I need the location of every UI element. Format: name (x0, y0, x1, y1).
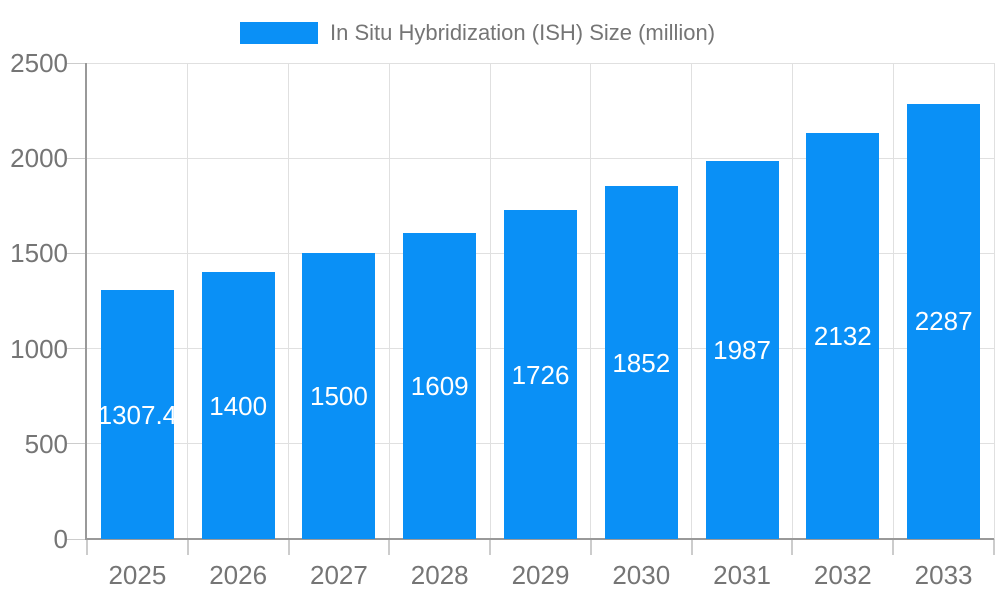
y-axis-label: 2000 (10, 143, 68, 174)
gridline-vertical (288, 63, 290, 539)
y-axis-line (85, 63, 87, 539)
legend-swatch (240, 22, 318, 44)
x-axis-label: 2031 (713, 560, 771, 590)
x-axis-tick (690, 539, 693, 555)
y-axis-tick (67, 348, 87, 350)
bar-value-label: 1726 (511, 359, 570, 390)
bar-value-label: 1987 (713, 334, 771, 365)
x-axis-label: 2033 (914, 560, 973, 590)
gridline-vertical (489, 63, 491, 539)
legend: In Situ Hybridization (ISH) Size (millio… (240, 21, 715, 45)
x-axis-label: 2025 (108, 560, 167, 590)
x-axis-tick (186, 539, 189, 555)
legend-label: In Situ Hybridization (ISH) Size (millio… (330, 20, 716, 45)
bar-value-label: 2287 (914, 306, 973, 337)
bar-value-label: 1500 (310, 381, 368, 412)
bar-value-label: 1400 (209, 390, 268, 421)
bar: 1987 (705, 160, 779, 539)
x-axis-tick (388, 539, 391, 555)
x-axis-tick (892, 539, 895, 555)
gridline-vertical (892, 63, 894, 539)
x-axis-label: 2027 (310, 560, 368, 590)
bar: 1726 (504, 210, 577, 539)
x-axis-label: 2030 (612, 560, 671, 590)
y-axis-tick (67, 252, 87, 254)
y-axis-label: 0 (53, 524, 68, 554)
x-axis-tick (287, 539, 290, 555)
bar: 1500 (302, 253, 376, 539)
x-axis-tick (86, 539, 88, 555)
bar-value-label: 1609 (410, 370, 469, 401)
bar: 1852 (604, 186, 678, 539)
gridline-horizontal (87, 62, 994, 64)
x-axis-line (85, 538, 994, 540)
gridline-vertical (388, 63, 390, 539)
bar: 1307.4 (98, 290, 177, 539)
x-axis-tick (489, 539, 492, 555)
gridline-vertical (187, 63, 189, 539)
gridline-horizontal (87, 157, 994, 159)
x-axis-label: 2026 (209, 560, 268, 590)
bar: 2132 (806, 133, 880, 539)
x-axis-label: 2028 (410, 560, 469, 590)
bar: 1400 (201, 272, 275, 539)
y-axis-tick (67, 157, 87, 159)
y-axis-label: 500 (24, 428, 68, 459)
y-axis-tick (67, 443, 87, 445)
x-axis-tick (589, 539, 592, 555)
bar-value-label: 1852 (612, 347, 671, 378)
bar: 1609 (403, 232, 477, 539)
x-axis-label: 2032 (813, 560, 872, 590)
bar: 2287 (907, 103, 981, 539)
x-axis-label: 2029 (511, 560, 570, 590)
y-axis-label: 1500 (10, 238, 68, 269)
y-axis-tick (67, 538, 87, 540)
x-axis-tick (993, 539, 995, 555)
gridline-vertical (691, 63, 693, 539)
bar-value-label: 1307.4 (97, 399, 178, 430)
y-axis-label: 1000 (10, 333, 68, 364)
gridline-vertical (993, 63, 995, 539)
gridline-vertical (590, 63, 592, 539)
y-axis-tick (67, 62, 87, 64)
gridline-vertical (791, 63, 793, 539)
y-axis-label: 2500 (10, 48, 68, 78)
bar-value-label: 2132 (813, 321, 872, 352)
x-axis-tick (791, 539, 794, 555)
